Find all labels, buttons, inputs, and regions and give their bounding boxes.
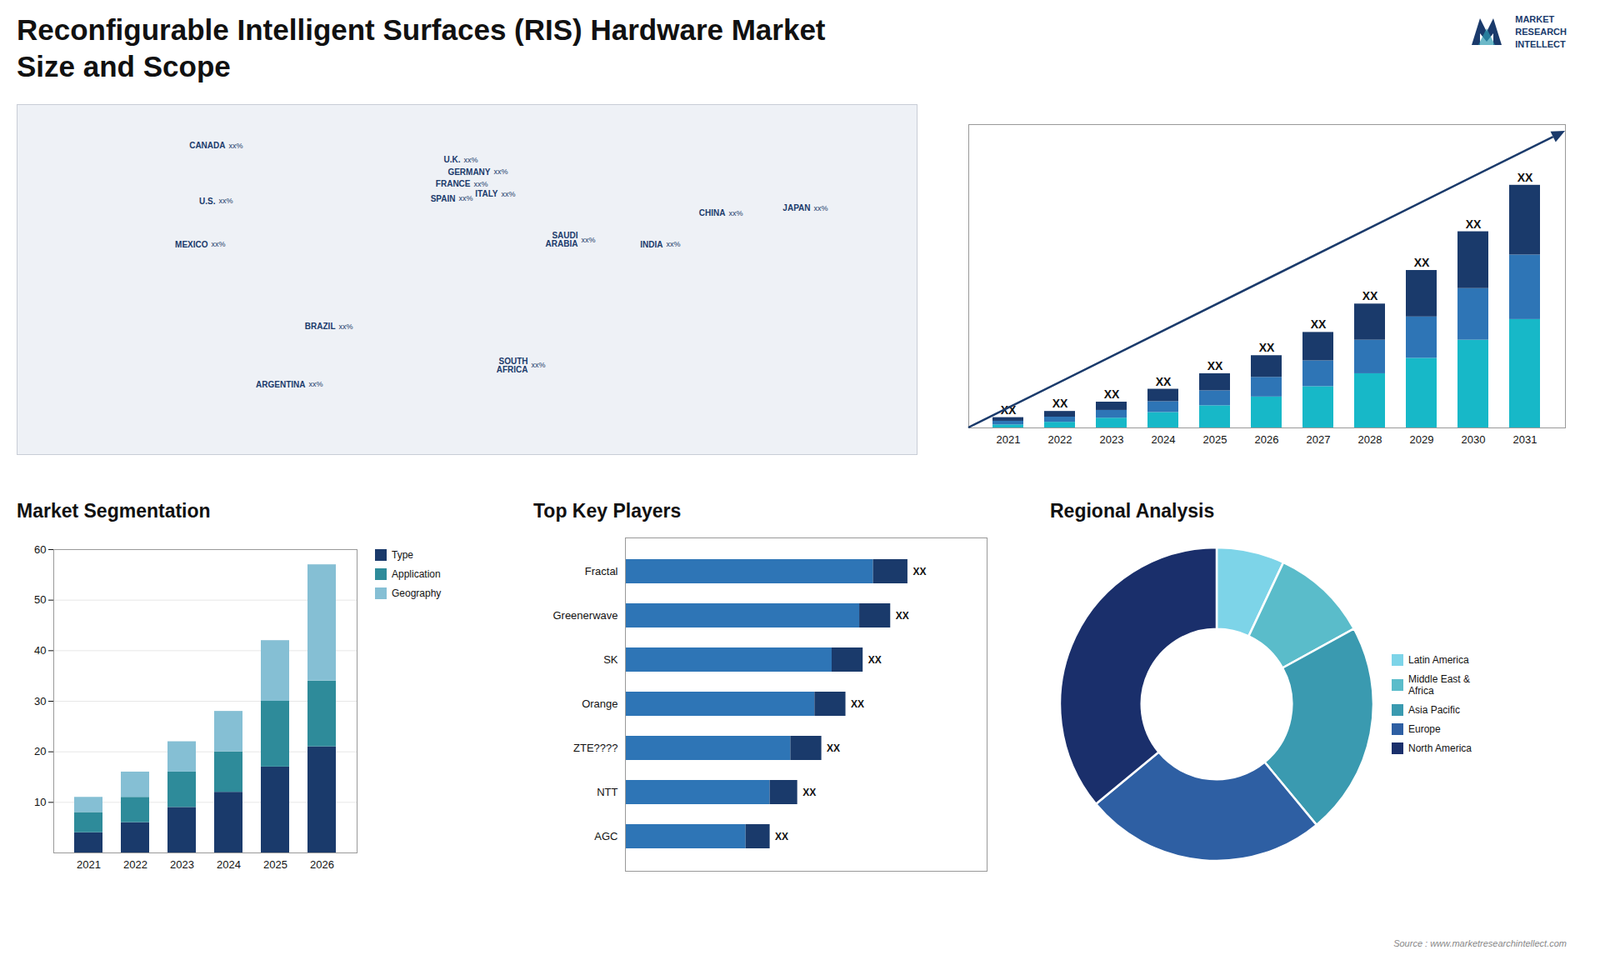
- svg-text:SAUDIARABIA: SAUDIARABIA: [545, 230, 579, 249]
- svg-text:ZTE????: ZTE????: [573, 741, 618, 755]
- svg-text:ARGENTINA: ARGENTINA: [255, 380, 305, 390]
- html-text:Middle East & Africa: Middle East & Africa: [1408, 673, 1470, 697]
- svg-text:GERMANY: GERMANY: [447, 167, 490, 177]
- html-text:Market Segmentation: Market Segmentation: [16, 500, 211, 522]
- html-text:Latin America: Latin America: [1408, 654, 1469, 666]
- html-text:Source : www.marketresearchint: Source : www.marketresearchintellect.com: [1393, 938, 1567, 949]
- svg-text:XX: XX: [912, 565, 926, 578]
- svg-text:U.K.: U.K.: [444, 155, 461, 165]
- svg-text:xx%: xx%: [531, 360, 546, 370]
- svg-text:XX: XX: [1259, 340, 1275, 355]
- svg-text:XX: XX: [1362, 289, 1379, 303]
- svg-text:2026: 2026: [310, 858, 335, 871]
- svg-text:Orange: Orange: [581, 697, 618, 710]
- svg-text:SK: SK: [603, 653, 619, 666]
- svg-text:2022: 2022: [1048, 433, 1073, 446]
- svg-text:ITALY: ITALY: [475, 189, 499, 199]
- svg-text:2023: 2023: [170, 858, 195, 871]
- svg-text:2021: 2021: [996, 433, 1021, 446]
- svg-text:Fractal: Fractal: [585, 565, 619, 578]
- svg-text:xx%: xx%: [459, 194, 474, 203]
- svg-text:XX: XX: [895, 610, 910, 622]
- svg-text:XX: XX: [1465, 217, 1482, 231]
- svg-text:xx%: xx%: [339, 322, 354, 331]
- svg-text:xx%: xx%: [814, 204, 829, 213]
- svg-text:xx%: xx%: [581, 235, 596, 245]
- svg-text:2024: 2024: [216, 858, 241, 871]
- svg-text:XX: XX: [1207, 359, 1224, 373]
- svg-text:2025: 2025: [1203, 433, 1228, 446]
- svg-text:xx%: xx%: [211, 240, 226, 249]
- html-text:Regional Analysis: Regional Analysis: [1050, 500, 1215, 522]
- svg-text:xx%: xx%: [501, 190, 516, 199]
- svg-text:XX: XX: [1310, 317, 1327, 331]
- svg-text:U.S.: U.S.: [199, 196, 216, 206]
- svg-text:XX: XX: [826, 742, 840, 755]
- svg-text:XX: XX: [775, 830, 789, 843]
- svg-text:JAPAN: JAPAN: [782, 203, 810, 213]
- svg-text:CANADA: CANADA: [189, 140, 225, 150]
- svg-text:xx%: xx%: [219, 196, 234, 205]
- svg-text:60: 60: [34, 543, 46, 556]
- html-text:RESEARCH: RESEARCH: [1515, 26, 1567, 37]
- svg-text:Greenerwave: Greenerwave: [552, 609, 618, 622]
- svg-text:AGC: AGC: [594, 830, 618, 843]
- svg-text:xx%: xx%: [309, 380, 324, 389]
- html-text:Europe: Europe: [1408, 723, 1441, 735]
- html-text:Application: Application: [391, 568, 441, 580]
- svg-text:2021: 2021: [76, 858, 101, 871]
- svg-text:2031: 2031: [1513, 433, 1538, 446]
- svg-text:10: 10: [34, 795, 46, 809]
- svg-text:2026: 2026: [1255, 433, 1280, 446]
- svg-text:2029: 2029: [1410, 433, 1435, 446]
- html-text:Type: Type: [391, 549, 414, 561]
- svg-text:xx%: xx%: [494, 167, 509, 176]
- svg-text:2023: 2023: [1100, 433, 1125, 446]
- svg-text:xx%: xx%: [474, 180, 489, 189]
- svg-text:2027: 2027: [1306, 433, 1331, 446]
- svg-text:xx%: xx%: [666, 240, 681, 249]
- svg-text:SOUTHAFRICA: SOUTHAFRICA: [496, 356, 529, 375]
- html-text:Geography: Geography: [391, 587, 442, 600]
- svg-text:XX: XX: [868, 654, 882, 666]
- svg-text:XX: XX: [802, 786, 816, 799]
- svg-text:50: 50: [34, 593, 46, 606]
- svg-text:40: 40: [34, 644, 46, 657]
- svg-text:XX: XX: [1414, 255, 1430, 270]
- html-text:Top Key Players: Top Key Players: [533, 500, 682, 522]
- svg-text:CHINA: CHINA: [699, 208, 726, 218]
- svg-text:2022: 2022: [123, 858, 148, 871]
- svg-text:FRANCE: FRANCE: [435, 179, 471, 189]
- svg-text:BRAZIL: BRAZIL: [305, 321, 336, 331]
- svg-text:XX: XX: [1104, 387, 1120, 401]
- html-text:North America: North America: [1408, 742, 1472, 755]
- html-text:Size and Scope: Size and Scope: [16, 49, 231, 83]
- html-text:Asia Pacific: Asia Pacific: [1408, 704, 1460, 716]
- svg-text:20: 20: [34, 745, 46, 758]
- svg-text:SPAIN: SPAIN: [430, 194, 456, 204]
- svg-text:xx%: xx%: [229, 141, 244, 150]
- html-text:INTELLECT: INTELLECT: [1515, 38, 1566, 49]
- svg-text:XX: XX: [1000, 403, 1017, 417]
- svg-text:30: 30: [34, 695, 46, 708]
- html-text:Reconfigurable Intelligent Sur: Reconfigurable Intelligent Surfaces (RIS…: [16, 13, 826, 46]
- svg-text:INDIA: INDIA: [640, 240, 663, 250]
- svg-text:xx%: xx%: [464, 155, 479, 165]
- svg-text:XX: XX: [1517, 170, 1534, 185]
- svg-text:XX: XX: [1052, 396, 1069, 410]
- svg-text:XX: XX: [1155, 375, 1172, 389]
- svg-text:NTT: NTT: [596, 785, 618, 799]
- svg-text:2025: 2025: [263, 858, 288, 871]
- svg-text:2024: 2024: [1151, 433, 1176, 446]
- svg-text:2030: 2030: [1461, 433, 1486, 446]
- svg-text:XX: XX: [850, 698, 865, 710]
- svg-text:xx%: xx%: [729, 209, 744, 218]
- svg-text:2028: 2028: [1358, 433, 1383, 446]
- svg-text:MEXICO: MEXICO: [175, 240, 209, 250]
- html-text:MARKET: MARKET: [1515, 14, 1555, 25]
